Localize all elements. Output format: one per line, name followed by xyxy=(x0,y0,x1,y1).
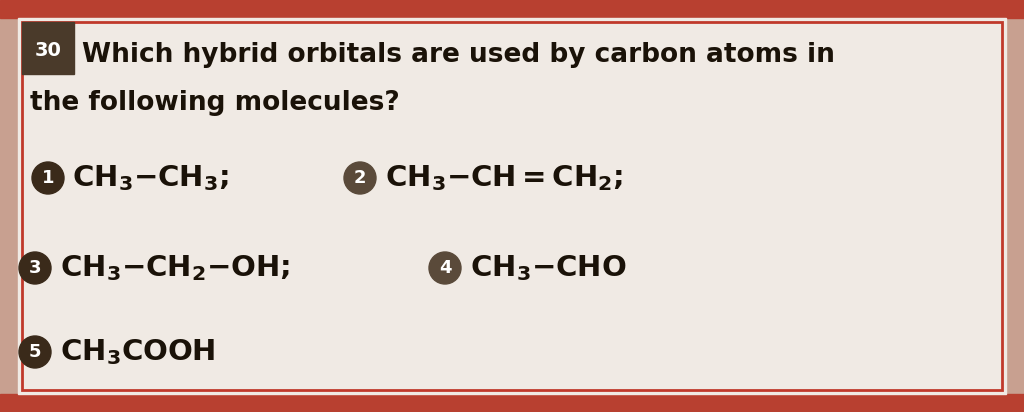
Bar xyxy=(22,22,74,74)
Text: $\mathregular{CH_3}$$\mathregular{-CH_2}$$\mathregular{-OH}$;: $\mathregular{CH_3}$$\mathregular{-CH_2}… xyxy=(60,253,291,283)
Text: 30: 30 xyxy=(35,40,61,59)
Circle shape xyxy=(344,162,376,194)
Text: 5: 5 xyxy=(29,343,41,361)
Text: the following molecules?: the following molecules? xyxy=(30,90,399,116)
Circle shape xyxy=(32,162,63,194)
Text: 4: 4 xyxy=(438,259,452,277)
Circle shape xyxy=(19,336,51,368)
Text: $\mathregular{CH_3COOH}$: $\mathregular{CH_3COOH}$ xyxy=(60,337,215,367)
Text: $\mathregular{CH_3}$$\mathregular{-CHO}$: $\mathregular{CH_3}$$\mathregular{-CHO}$ xyxy=(470,253,627,283)
Circle shape xyxy=(429,252,461,284)
Text: Which hybrid orbitals are used by carbon atoms in: Which hybrid orbitals are used by carbon… xyxy=(82,42,835,68)
Bar xyxy=(0,0,1024,18)
Circle shape xyxy=(19,252,51,284)
Text: 2: 2 xyxy=(353,169,367,187)
Text: 1: 1 xyxy=(42,169,54,187)
Bar xyxy=(0,394,1024,412)
Text: $\mathregular{CH_3}$$\mathregular{-CH_3}$;: $\mathregular{CH_3}$$\mathregular{-CH_3}… xyxy=(72,163,228,193)
Text: 3: 3 xyxy=(29,259,41,277)
Text: $\mathregular{CH_3}$$\mathregular{-CH{=}CH_2}$;: $\mathregular{CH_3}$$\mathregular{-CH{=}… xyxy=(385,163,624,193)
